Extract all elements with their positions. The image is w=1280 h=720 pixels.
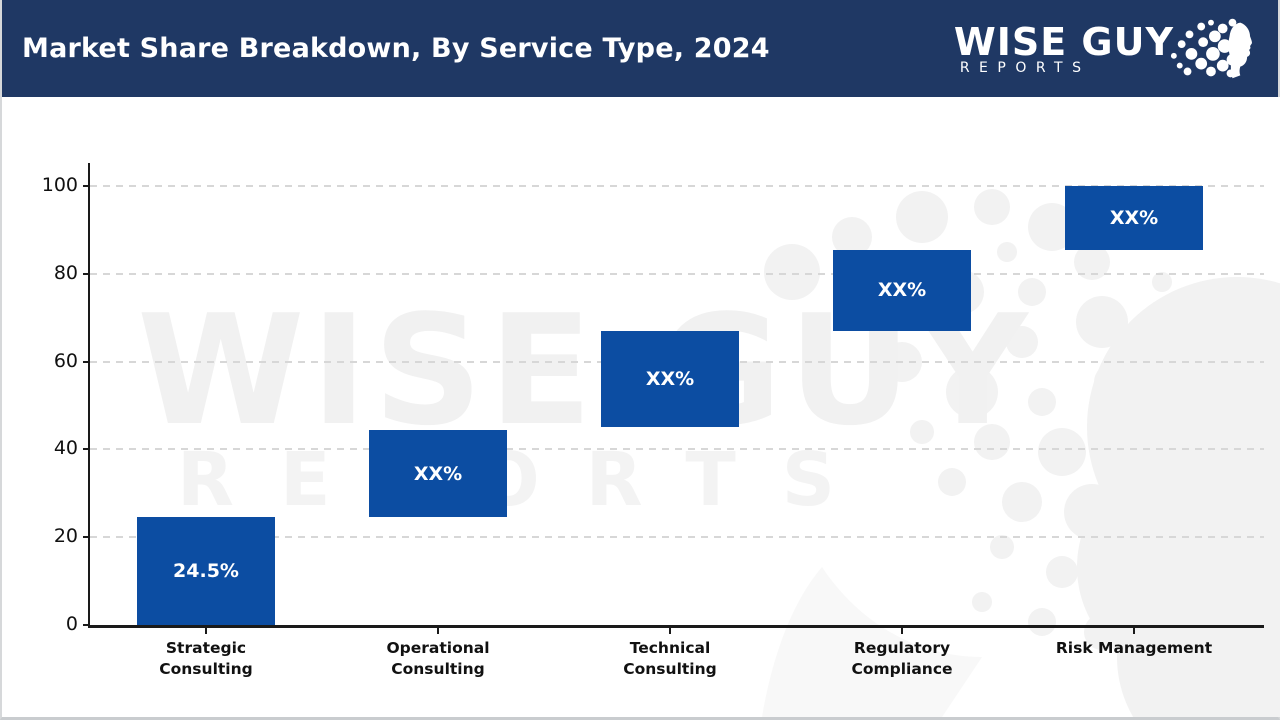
x-tick-mark [1133,627,1135,634]
bar-segment: XX% [833,249,971,331]
y-tick-mark [83,360,90,363]
x-category-label: Strategic Consulting [159,639,253,678]
bar-segment: XX% [1065,186,1203,250]
plot: 0 20 40 60 80 100 24.5% Strategic Consulting XX% O… [2,97,1280,717]
x-tick-mark [901,627,903,634]
header-bar: Market Share Breakdown, By Service Type,… [2,0,1278,97]
y-tick-mark [83,185,90,187]
gridline [90,448,1264,451]
y-tick-mark [83,272,90,275]
x-category-label: Operational Consulting [386,639,490,678]
bar-value-label: XX% [1109,206,1159,229]
x-tick-mark [437,627,439,634]
logo-wordmark: WISE GUY [953,19,1174,64]
bar-value-label: XX% [877,279,927,302]
y-tick-mark [83,536,90,539]
bar-segment: XX% [369,429,507,518]
bar-value-label: XX% [413,462,463,485]
y-axis-line [88,163,90,627]
gridline [90,185,1264,187]
bar-segment: 24.5% [137,517,275,625]
y-tick-label: 80 [53,261,78,284]
x-tick-mark [669,627,671,634]
y-tick-label: 60 [53,349,78,372]
bar-value-label: 24.5% [173,560,239,583]
gridline [90,536,1264,539]
x-category-label: Risk Management [1055,639,1213,657]
logo-subtitle: REPORTS [959,59,1091,76]
y-tick-mark [83,624,90,626]
chart-title: Market Share Breakdown, By Service Type,… [22,33,770,64]
bar-segment: XX% [601,330,739,428]
logo-text: WISE GUY REPORTS [954,22,1174,76]
bar-value-label: XX% [645,368,695,391]
x-axis-line [88,625,1264,628]
gridline [90,272,1264,275]
y-tick-label: 20 [53,525,78,548]
chart-area: WISE GUY REPORTS 0 20 40 60 80 100 24.5% Strate… [2,97,1280,717]
y-tick-label: 100 [41,174,78,196]
x-category-label: Technical Consulting [623,639,717,678]
x-category-label: Regulatory Compliance [851,639,953,678]
wise-guy-logo: WISE GUY REPORTS [954,16,1252,82]
logo-face-icon [1170,18,1252,78]
y-tick-label: 0 [65,613,78,635]
y-tick-label: 40 [53,437,78,460]
x-tick-mark [205,627,207,634]
y-tick-mark [83,448,90,451]
